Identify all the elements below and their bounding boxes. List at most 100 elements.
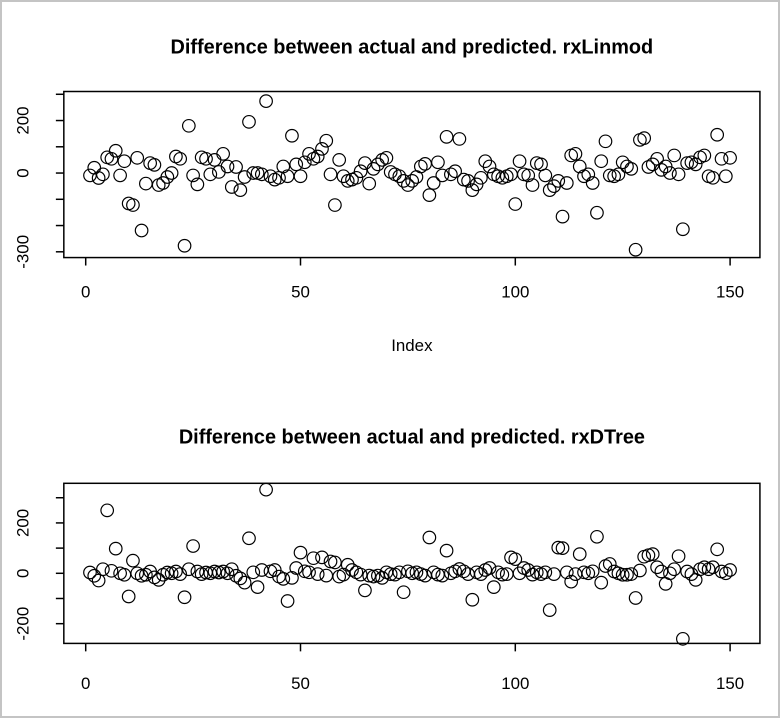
- data-point: [250, 580, 265, 594]
- data-point: [598, 134, 613, 149]
- data-point: [435, 168, 450, 183]
- data-point: [169, 564, 183, 579]
- chart-rxlinmod-xaxis-label: Index: [391, 336, 433, 355]
- data-point: [108, 143, 123, 158]
- data-point: [104, 563, 119, 578]
- data-point: [547, 567, 561, 581]
- data-point: [383, 567, 398, 581]
- data-point: [547, 179, 561, 194]
- data-point: [431, 567, 445, 582]
- data-point: [482, 159, 497, 174]
- data-point: [263, 169, 278, 184]
- data-point: [289, 157, 304, 172]
- data-point: [220, 159, 235, 174]
- data-point: [577, 565, 591, 580]
- data-point: [624, 567, 639, 581]
- x-tick-label: 150: [716, 674, 744, 693]
- y-tick-label: 200: [14, 509, 33, 537]
- data-point: [542, 183, 557, 198]
- data-point: [293, 545, 308, 560]
- data-point: [538, 168, 553, 183]
- data-point: [667, 148, 682, 163]
- x-tick-label: 50: [291, 282, 310, 301]
- data-point: [164, 166, 179, 180]
- data-point: [353, 164, 368, 179]
- data-point: [186, 539, 200, 553]
- data-point: [633, 563, 647, 578]
- data-point: [246, 166, 261, 180]
- data-point: [379, 150, 394, 165]
- data-point: [254, 563, 269, 577]
- data-point: [302, 565, 316, 580]
- data-point: [688, 157, 703, 172]
- data-point: [590, 205, 604, 220]
- chart-rxdtree: Difference between actual and predicted.…: [14, 427, 761, 693]
- data-point: [315, 142, 329, 156]
- data-point: [478, 154, 493, 169]
- data-point: [422, 530, 437, 545]
- data-point: [280, 594, 295, 608]
- data-point: [474, 170, 488, 185]
- data-point: [628, 242, 643, 257]
- data-point: [207, 153, 222, 167]
- data-point: [323, 167, 338, 182]
- data-point: [358, 583, 372, 598]
- data-point: [667, 562, 682, 577]
- data-point: [177, 238, 192, 253]
- data-point: [585, 564, 600, 579]
- data-point: [590, 529, 604, 544]
- data-point: [650, 560, 664, 575]
- data-point: [551, 540, 566, 555]
- data-point: [121, 589, 136, 604]
- data-point: [259, 94, 273, 109]
- data-point: [108, 541, 123, 556]
- data-point: [293, 169, 308, 184]
- x-tick-label: 150: [716, 282, 744, 301]
- data-point: [96, 562, 110, 577]
- x-tick-label: 0: [81, 282, 90, 301]
- data-point: [572, 159, 587, 174]
- data-point: [285, 128, 299, 143]
- data-point: [151, 573, 166, 587]
- data-point: [229, 568, 243, 583]
- data-point: [237, 170, 252, 184]
- data-point: [723, 563, 737, 577]
- data-point: [516, 167, 531, 182]
- data-point: [328, 555, 342, 570]
- data-point: [585, 176, 600, 190]
- data-point: [671, 549, 686, 564]
- data-point: [675, 631, 690, 646]
- data-point: [611, 167, 626, 182]
- data-point: [525, 178, 540, 192]
- data-point: [559, 176, 574, 190]
- data-point: [637, 131, 652, 145]
- data-point: [641, 548, 656, 563]
- data-point: [564, 574, 579, 589]
- data-point: [706, 560, 720, 575]
- data-point: [310, 149, 325, 164]
- data-point: [362, 176, 377, 191]
- data-point: [306, 551, 321, 566]
- data-point: [190, 564, 205, 579]
- data-point: [628, 591, 643, 605]
- data-point: [220, 566, 235, 581]
- y-tick-label: -300: [14, 235, 33, 269]
- data-point: [117, 567, 132, 582]
- data-point: [568, 146, 583, 161]
- chart-rxlinmod: Difference between actual and predicted.…: [14, 37, 761, 355]
- data-point: [237, 575, 252, 590]
- data-point: [663, 566, 677, 581]
- data-point: [396, 174, 411, 188]
- data-point: [482, 561, 497, 575]
- x-tick-label: 100: [501, 282, 529, 301]
- data-point: [615, 155, 630, 170]
- data-point: [289, 561, 304, 575]
- chart-rxlinmod-plot-area: 0 50 100 150 200 0 -300: [14, 90, 761, 301]
- data-point: [173, 567, 188, 581]
- data-point: [173, 151, 188, 166]
- data-point: [620, 567, 634, 582]
- data-point: [718, 169, 733, 184]
- data-point: [615, 567, 630, 582]
- data-point: [139, 567, 153, 582]
- data-point: [559, 565, 574, 580]
